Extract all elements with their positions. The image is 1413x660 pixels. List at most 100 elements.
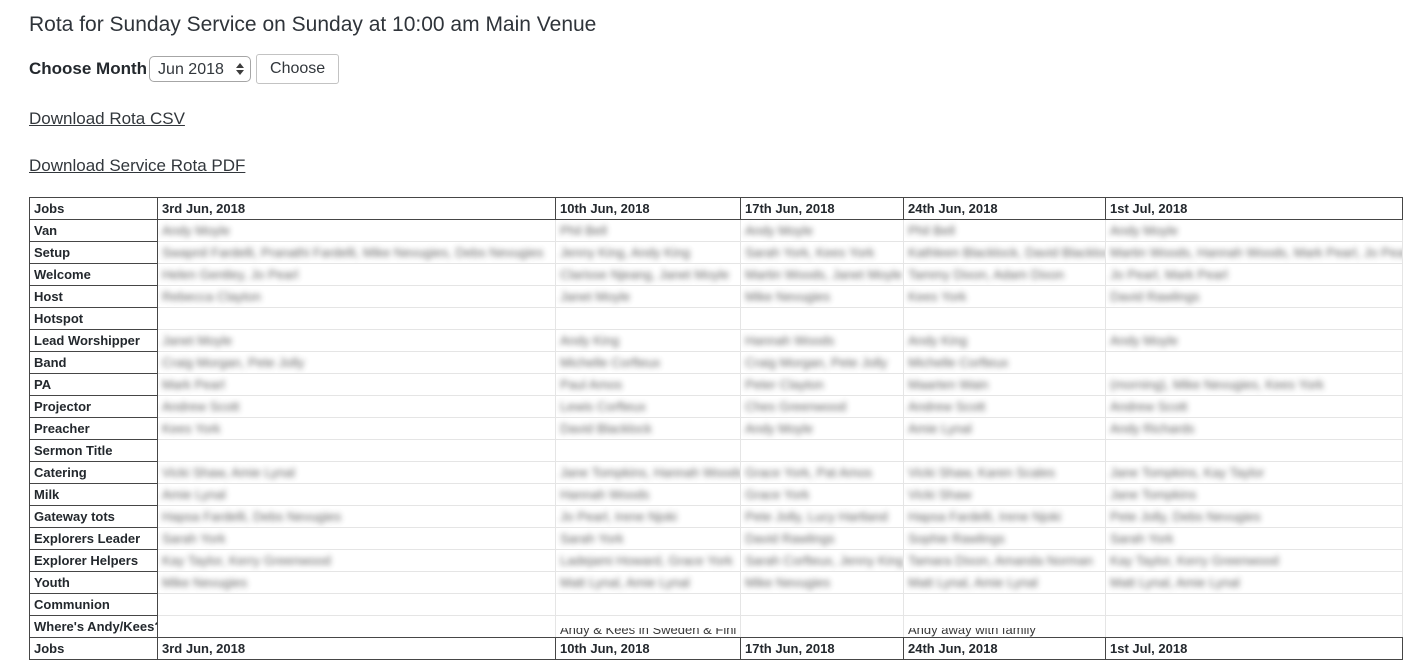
job-label: Explorer Helpers (29, 549, 158, 572)
table-row: Van Andy Moyle Phil Bell Andy Moyle Phil… (29, 219, 1403, 242)
rota-cell (1105, 439, 1403, 462)
table-row: Welcome Helen Gentley, Jo Pearl Clarisse… (29, 263, 1403, 286)
rota-cell: Jane Tompkins, Kay Taylor (1105, 461, 1403, 484)
rota-cell: Jo Pearl, Mark Pearl (1105, 263, 1403, 286)
rota-cell (903, 307, 1106, 330)
rota-cell: Pete Jolly, Debs Nevugies (1105, 505, 1403, 528)
rota-cell: Mike Nevugies (157, 571, 556, 594)
column-footer-date: 3rd Jun, 2018 (157, 637, 556, 660)
rota-cell: Grace York (740, 483, 904, 506)
rota-cell: Kay Taylor, Kerry Greenwood (1105, 549, 1403, 572)
rota-cell: Phil Bell (555, 219, 741, 242)
table-row: PA Mark Pearl Paul Amos Peter Clayton Ma… (29, 373, 1403, 396)
rota-cell: Martin Woods, Janet Moyle (740, 263, 904, 286)
rota-cell: Sarah York, Kees York (740, 241, 904, 264)
choose-month-label: Choose Month (29, 59, 148, 78)
table-row: Hotspot (29, 307, 1403, 330)
rota-cell: Andy Moyle (157, 219, 556, 242)
rota-cell: Andy away with family (903, 615, 1106, 638)
job-label: Van (29, 219, 158, 242)
job-label: Band (29, 351, 158, 374)
rota-cell (157, 593, 556, 616)
rota-cell (903, 593, 1106, 616)
table-row: Host Rebecca Clayton Janet Moyle Mike Ne… (29, 285, 1403, 308)
rota-cell (740, 593, 904, 616)
rota-cell: Kay Taylor, Kerry Greenwood (157, 549, 556, 572)
rota-cell (1105, 307, 1403, 330)
rota-cell: Amie Lynal (903, 417, 1106, 440)
rota-cell: Michelle Corfteux (903, 351, 1106, 374)
job-label: Milk (29, 483, 158, 506)
job-label: Gateway tots (29, 505, 158, 528)
table-row: Communion (29, 593, 1403, 616)
rota-table: Jobs 3rd Jun, 2018 10th Jun, 2018 17th J… (29, 197, 1403, 660)
rota-cell: Tammy Dixon, Adam Dixon (903, 263, 1106, 286)
rota-cell (157, 307, 556, 330)
choose-button[interactable]: Choose (256, 54, 340, 84)
month-chooser: Choose Month Jun 2018 Choose (29, 54, 1403, 84)
table-row: Lead Worshipper Janet Moyle Andy King Ha… (29, 329, 1403, 352)
table-header-row: Jobs 3rd Jun, 2018 10th Jun, 2018 17th J… (29, 197, 1403, 220)
rota-cell: David Blacklock (555, 417, 741, 440)
job-label: Preacher (29, 417, 158, 440)
rota-cell (157, 439, 556, 462)
table-row: Milk Amie Lynal Hannah Woods Grace York … (29, 483, 1403, 506)
rota-cell: Hannah Woods (740, 329, 904, 352)
job-label: Catering (29, 461, 158, 484)
column-header-jobs: Jobs (29, 197, 158, 220)
rota-cell: Andy Moyle (1105, 329, 1403, 352)
rota-cell: Vicki Shaw, Karen Scales (903, 461, 1106, 484)
download-rota-csv-link[interactable]: Download Rota CSV (29, 109, 185, 128)
rota-cell: Sarah York (157, 527, 556, 550)
job-label: Welcome (29, 263, 158, 286)
rota-cell: Hapsa Fardelli, Debs Nevugies (157, 505, 556, 528)
rota-cell: Andy Moyle (1105, 219, 1403, 242)
rota-cell: Andrew Scott (1105, 395, 1403, 418)
rota-cell: Matt Lynal, Amie Lynal (555, 571, 741, 594)
rota-cell: Peter Clayton (740, 373, 904, 396)
month-select[interactable]: Jun 2018 (149, 56, 252, 82)
column-header-date: 17th Jun, 2018 (740, 197, 904, 220)
job-label: PA (29, 373, 158, 396)
rota-cell: Andy Moyle (740, 417, 904, 440)
rota-cell: Andy King (903, 329, 1106, 352)
rota-cell: Grace York, Pat Amos (740, 461, 904, 484)
rota-cell: Rebecca Clayton (157, 285, 556, 308)
rota-cell: Mike Nevugies (740, 285, 904, 308)
rota-cell: Vicki Shaw, Amie Lynal (157, 461, 556, 484)
download-service-rota-pdf-link[interactable]: Download Service Rota PDF (29, 156, 246, 175)
job-label: Sermon Title (29, 439, 158, 462)
rota-cell: Jenny King, Andy King (555, 241, 741, 264)
table-footer-row: Jobs 3rd Jun, 2018 10th Jun, 2018 17th J… (29, 637, 1403, 660)
pdf-link-row: Download Service Rota PDF (29, 156, 1403, 176)
table-row: Explorers Leader Sarah York Sarah York D… (29, 527, 1403, 550)
table-row: Band Craig Morgan, Pete Jolly Michelle C… (29, 351, 1403, 374)
job-label: Youth (29, 571, 158, 594)
rota-cell: Jane Tompkins (1105, 483, 1403, 506)
rota-cell: Ches Greenwood (740, 395, 904, 418)
rota-cell: Pete Jolly, Lucy Hartland (740, 505, 904, 528)
column-footer-date: 24th Jun, 2018 (903, 637, 1106, 660)
rota-cell: Andy & Kees in Sweden & Finland (555, 615, 741, 638)
rota-cell (740, 307, 904, 330)
column-header-date: 10th Jun, 2018 (555, 197, 741, 220)
rota-cell: Hannah Woods (555, 483, 741, 506)
rota-cell: Phil Bell (903, 219, 1106, 242)
rota-cell: Matt Lynal, Amie Lynal (1105, 571, 1403, 594)
rota-cell: Kees York (903, 285, 1106, 308)
job-label: Explorers Leader (29, 527, 158, 550)
rota-cell: Swapnil Fardelli, Pranathi Fardelli, Mik… (157, 241, 556, 264)
rota-cell: Craig Morgan, Pete Jolly (157, 351, 556, 374)
rota-cell: Matt Lynal, Amie Lynal (903, 571, 1106, 594)
rota-cell: Janet Moyle (157, 329, 556, 352)
rota-cell: Maarten Wain (903, 373, 1106, 396)
rota-cell (555, 439, 741, 462)
rota-cell (1105, 351, 1403, 374)
column-header-date: 1st Jul, 2018 (1105, 197, 1403, 220)
csv-link-row: Download Rota CSV (29, 109, 1403, 129)
column-footer-date: 1st Jul, 2018 (1105, 637, 1403, 660)
rota-cell: Andy Richards (1105, 417, 1403, 440)
table-row: Where's Andy/Kees? Andy & Kees in Sweden… (29, 615, 1403, 638)
rota-cell (1105, 615, 1403, 638)
job-label: Hotspot (29, 307, 158, 330)
